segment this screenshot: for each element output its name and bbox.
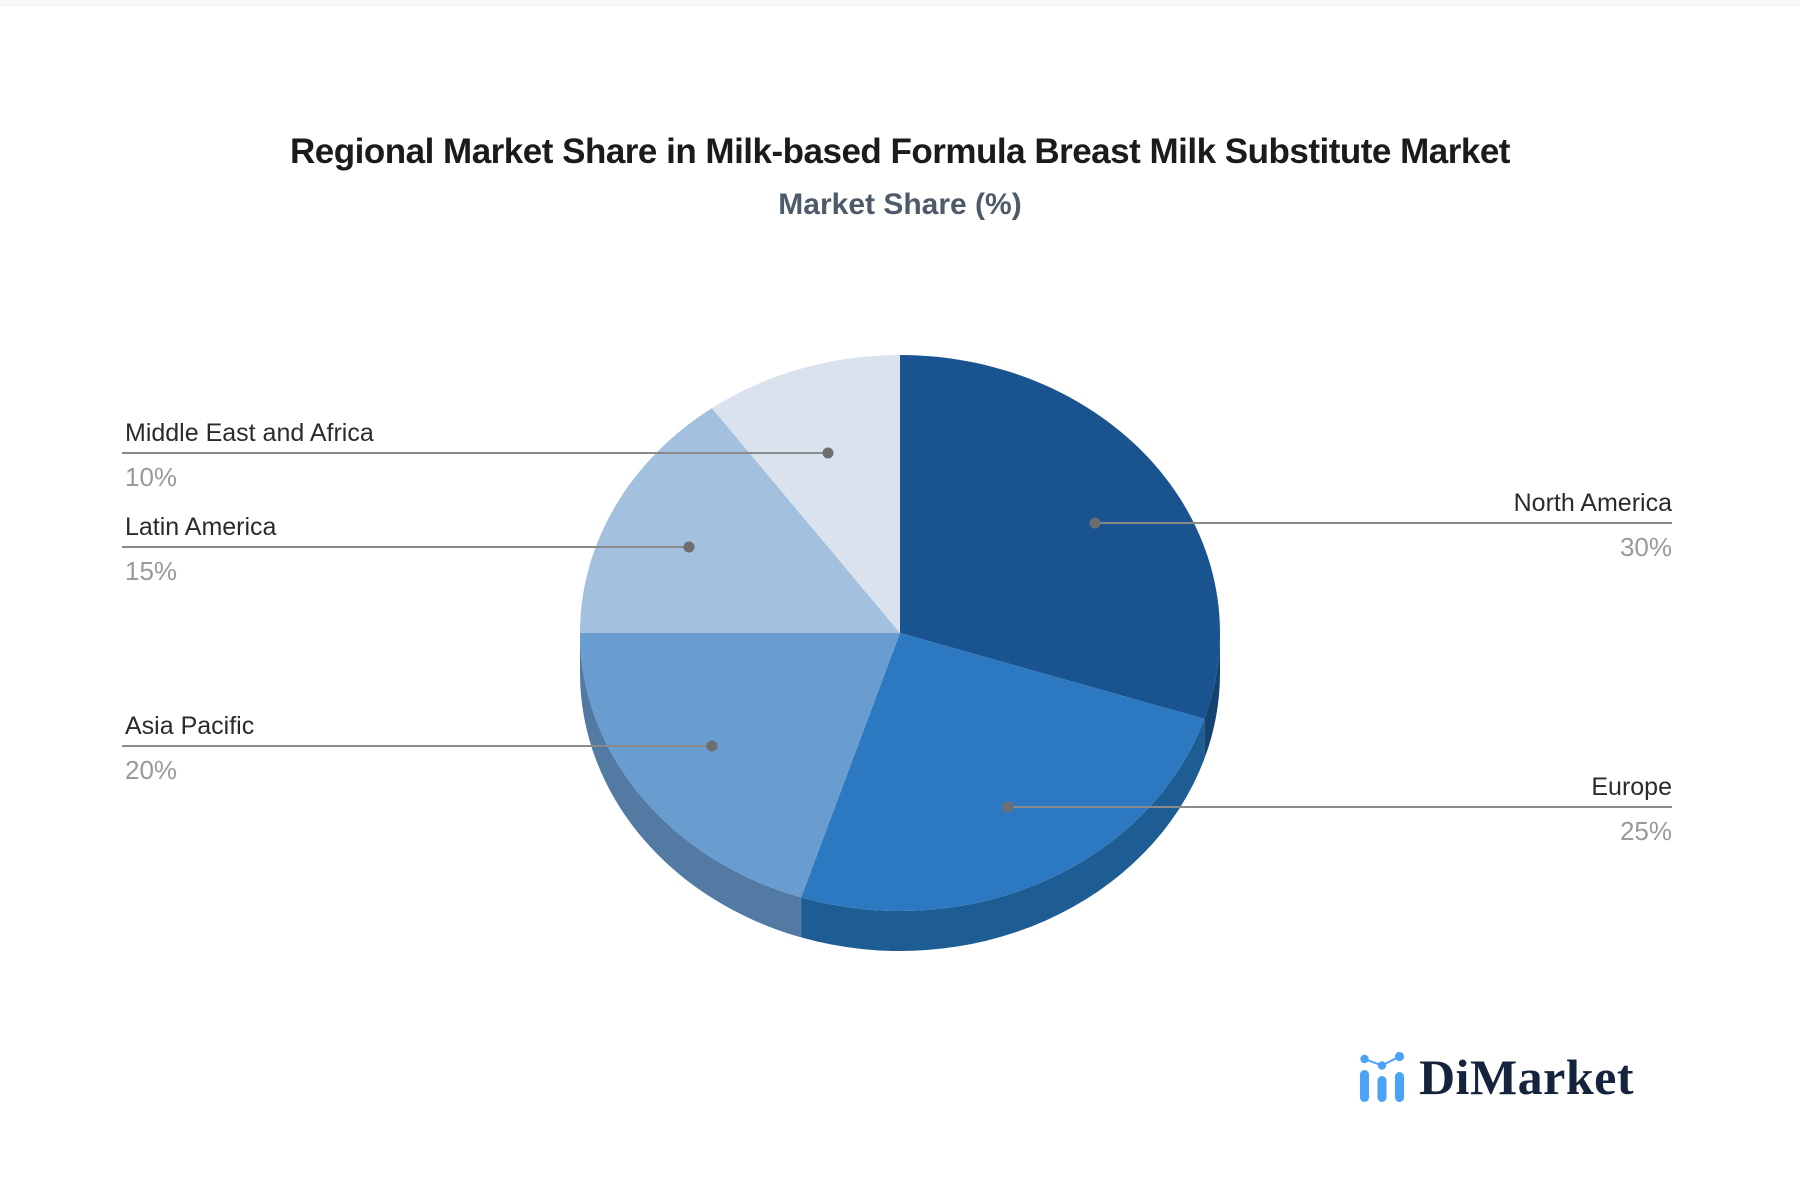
pie-slice-side-asia-pacific	[580, 633, 802, 938]
slice-label: Latin America	[125, 513, 277, 541]
slice-label: Europe	[1591, 773, 1672, 801]
slice-percent: 30%	[1619, 532, 1672, 562]
pie-slice-side-europe	[801, 718, 1205, 952]
pie-slice-latin-america[interactable]	[580, 408, 900, 633]
slice-percent: 20%	[125, 755, 178, 785]
leader-dot-europe	[1002, 801, 1014, 813]
pie-slice-asia-pacific[interactable]	[580, 633, 900, 898]
slice-percent: 15%	[125, 556, 178, 586]
bar-chart-icon	[1359, 1051, 1405, 1102]
slice-label: Middle East and Africa	[125, 419, 374, 447]
leader-lines	[122, 452, 1672, 808]
slice-label: North America	[1513, 489, 1672, 517]
leader-dot-latin-america	[683, 541, 695, 553]
slice-callout-latin-america: Latin America 15%	[125, 512, 276, 586]
pie-slice-middle-east-and-africa[interactable]	[711, 355, 900, 633]
leader-dots	[683, 447, 1101, 813]
slice-callout-middle-east-and-africa: Middle East and Africa 10%	[125, 418, 374, 492]
pie-slice-north-america[interactable]	[900, 355, 1220, 719]
leader-dot-north-america	[1089, 517, 1101, 529]
pie-slices	[580, 355, 1220, 952]
pie-slice-europe[interactable]	[801, 633, 1205, 911]
slice-label: Asia Pacific	[125, 712, 255, 740]
slice-percent: 25%	[1619, 816, 1672, 846]
slice-percent: 10%	[125, 462, 178, 492]
leader-dot-asia-pacific	[706, 740, 718, 752]
brand-logo-text: DiMarket	[1418, 1049, 1634, 1105]
pie-slice-side-north-america	[1204, 633, 1220, 759]
chart-title: Regional Market Share in Milk-based Form…	[290, 132, 1510, 171]
slice-callout-north-america: North America 30%	[1514, 488, 1672, 562]
chart-subtitle: Market Share (%)	[778, 188, 1022, 221]
slice-callout-europe: Europe 25%	[1591, 772, 1672, 846]
brand-logo: DiMarket	[1358, 1038, 1634, 1102]
slice-callout-asia-pacific: Asia Pacific 20%	[125, 711, 254, 785]
screenshot-top-edge	[0, 0, 1800, 6]
leader-dot-middle-east-and-africa	[822, 447, 834, 459]
